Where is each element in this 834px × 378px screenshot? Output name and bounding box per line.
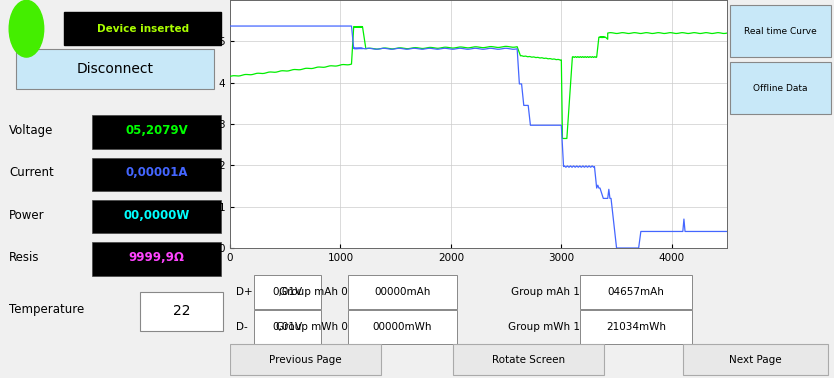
FancyBboxPatch shape [454,344,605,375]
Text: Rotate Screen: Rotate Screen [492,355,565,365]
Text: Next Page: Next Page [729,355,781,365]
FancyBboxPatch shape [92,158,221,191]
Text: 04657mAh: 04657mAh [608,287,665,297]
Text: 22: 22 [173,304,190,319]
FancyBboxPatch shape [683,344,828,375]
FancyBboxPatch shape [140,292,224,331]
FancyBboxPatch shape [731,62,831,114]
Text: D+: D+ [236,287,253,297]
Text: Offline Data: Offline Data [753,84,808,93]
FancyBboxPatch shape [254,310,320,344]
Text: Voltage: Voltage [9,124,53,137]
FancyBboxPatch shape [16,49,214,89]
Text: Previous Page: Previous Page [269,355,342,365]
Text: Disconnect: Disconnect [77,62,153,76]
FancyBboxPatch shape [731,5,831,57]
Text: 21034mWh: 21034mWh [606,322,666,332]
FancyBboxPatch shape [92,115,221,149]
FancyBboxPatch shape [230,344,381,375]
Text: D-: D- [236,322,248,332]
FancyBboxPatch shape [64,12,221,45]
Text: 00000mAh: 00000mAh [374,287,430,297]
Text: 0,01V: 0,01V [273,287,303,297]
Text: Resis: Resis [9,251,40,264]
Text: Group mAh 0: Group mAh 0 [279,287,348,297]
FancyBboxPatch shape [348,275,456,309]
Text: 0,01V: 0,01V [273,322,303,332]
Text: Temperature: Temperature [9,303,84,316]
Circle shape [9,0,43,57]
Text: Group mWh 1: Group mWh 1 [508,322,580,332]
Text: 9999,9Ω: 9999,9Ω [128,251,184,264]
Text: Current: Current [9,166,54,179]
FancyBboxPatch shape [254,275,320,309]
Text: 00,0000W: 00,0000W [123,209,189,222]
FancyBboxPatch shape [92,200,221,233]
FancyBboxPatch shape [348,310,456,344]
Text: Group mAh 1: Group mAh 1 [511,287,580,297]
FancyBboxPatch shape [92,242,221,276]
Text: 00000mWh: 00000mWh [373,322,432,332]
Text: Group mWh 0: Group mWh 0 [276,322,348,332]
Text: 05,2079V: 05,2079V [125,124,188,137]
Text: Device inserted: Device inserted [97,24,188,34]
Text: Power: Power [9,209,45,222]
FancyBboxPatch shape [580,275,692,309]
FancyBboxPatch shape [580,310,692,344]
Text: 0,00001A: 0,00001A [125,166,188,179]
Text: Real time Curve: Real time Curve [744,26,816,36]
